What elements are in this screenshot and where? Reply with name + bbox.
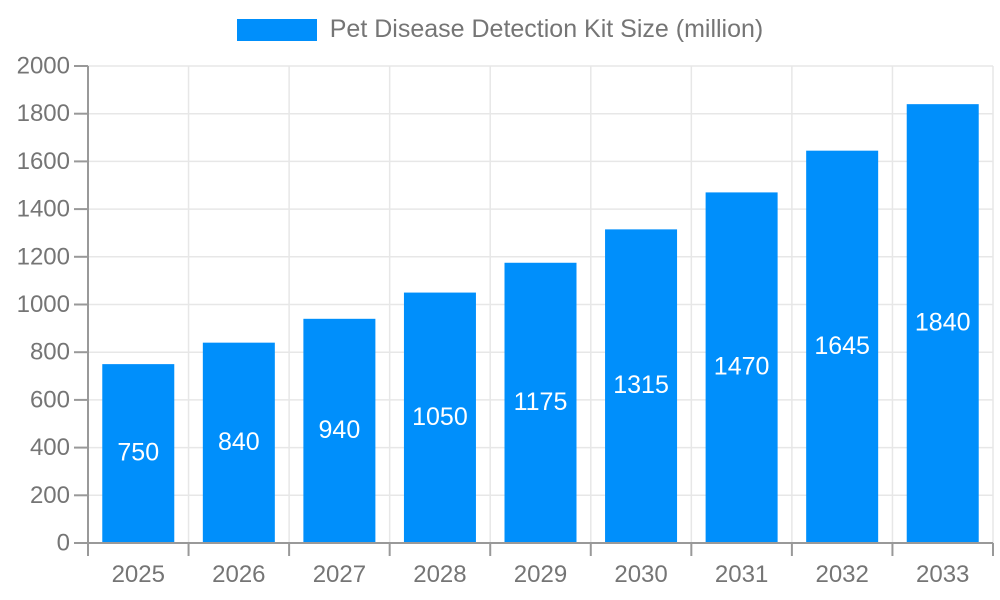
bar-value-label: 1840 xyxy=(915,309,971,337)
y-tick-label: 600 xyxy=(30,386,70,413)
bar-value-label: 840 xyxy=(218,428,260,456)
legend-swatch-icon xyxy=(236,18,317,41)
bar-2033[interactable] xyxy=(906,104,979,543)
y-tick-label: 400 xyxy=(30,434,70,461)
bar-2030[interactable] xyxy=(605,229,678,543)
x-category-label: 2028 xyxy=(413,561,466,588)
y-tick-label: 1600 xyxy=(17,148,70,175)
bar-value-label: 750 xyxy=(117,439,159,467)
x-category-label: 2027 xyxy=(313,561,366,588)
y-tick-label: 0 xyxy=(57,530,70,557)
bar-value-label: 1050 xyxy=(412,403,468,431)
bar-2025[interactable] xyxy=(102,364,175,543)
bar-2029[interactable] xyxy=(504,262,577,543)
bar-2031[interactable] xyxy=(705,192,778,543)
legend-item[interactable]: Pet Disease Detection Kit Size (million) xyxy=(236,15,764,43)
x-category-label: 2026 xyxy=(212,561,265,588)
x-category-label: 2025 xyxy=(112,561,165,588)
bar-value-label: 1175 xyxy=(514,388,568,416)
bar-2028[interactable] xyxy=(403,292,476,543)
x-category-label: 2031 xyxy=(715,561,768,588)
legend-label: Pet Disease Detection Kit Size (million) xyxy=(329,15,764,43)
bar-2026[interactable] xyxy=(202,342,275,543)
y-tick-label: 200 xyxy=(30,482,70,509)
bar-value-label: 1315 xyxy=(613,371,669,399)
x-category-label: 2029 xyxy=(514,561,567,588)
chart-legend: Pet Disease Detection Kit Size (million) xyxy=(0,17,1000,42)
y-tick-label: 1800 xyxy=(17,100,70,127)
y-tick-label: 1000 xyxy=(17,291,70,318)
y-tick-label: 2000 xyxy=(17,53,70,80)
bar-2027[interactable] xyxy=(303,318,376,543)
bar-2032[interactable] xyxy=(806,150,879,544)
y-tick-label: 800 xyxy=(30,339,70,366)
x-category-label: 2030 xyxy=(614,561,667,588)
x-category-label: 2032 xyxy=(815,561,868,588)
bar-value-label: 1645 xyxy=(814,332,870,360)
bar-value-label: 1470 xyxy=(714,353,770,381)
y-tick-label: 1400 xyxy=(17,196,70,223)
bar-value-label: 940 xyxy=(319,416,361,444)
x-category-label: 2033 xyxy=(916,561,969,588)
y-tick-label: 1200 xyxy=(17,243,70,270)
